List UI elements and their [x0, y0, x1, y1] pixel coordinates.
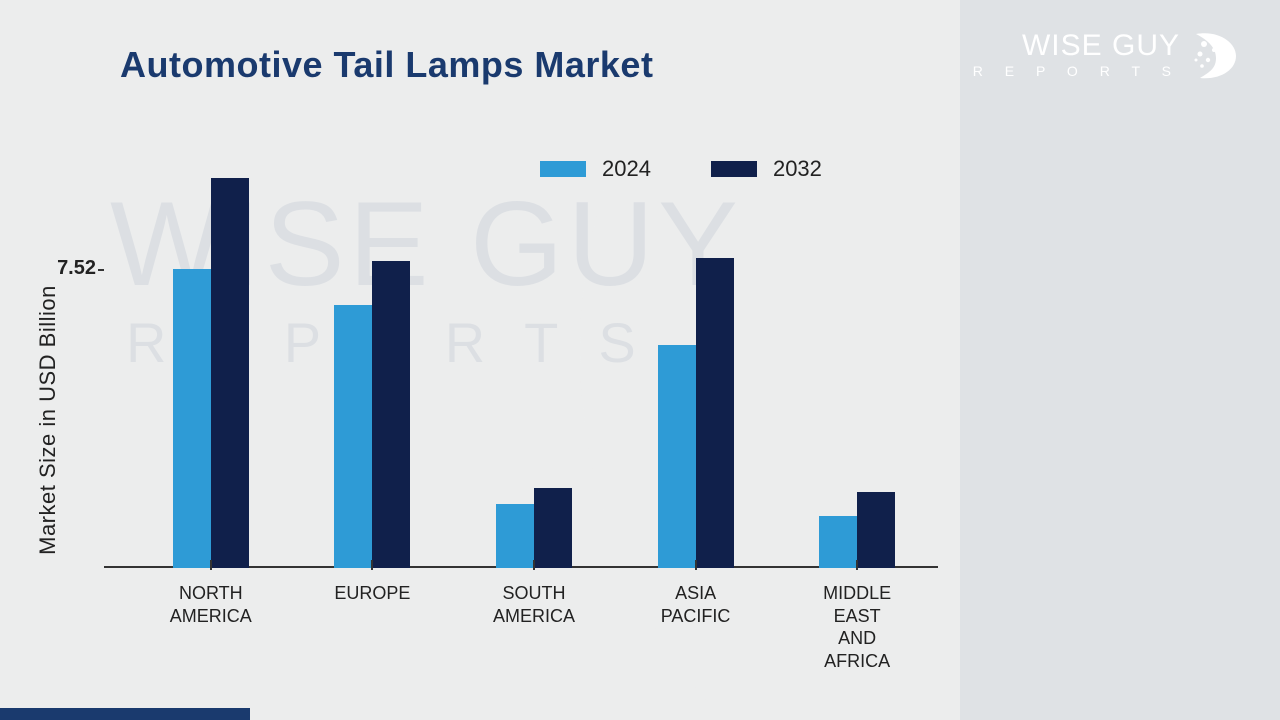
bar [534, 488, 572, 568]
category-labels: NORTH AMERICAEUROPESOUTH AMERICAASIA PAC… [130, 576, 938, 690]
bar-group [130, 150, 292, 568]
bar [173, 269, 211, 568]
page-root: WISE GUY R E P O R T S Automotive Tail L… [0, 0, 1280, 720]
logo-main-text: WISE GUY [969, 31, 1180, 61]
bar [857, 492, 895, 568]
brand-logo: WISE GUY R E P O R T S [969, 28, 1240, 82]
bar [334, 305, 372, 568]
x-tick [856, 560, 858, 570]
x-tick [210, 560, 212, 570]
logo-sub-text: R E P O R T S [969, 63, 1180, 79]
bar [819, 516, 857, 568]
bar-group [453, 150, 615, 568]
x-tick [695, 560, 697, 570]
logo-head-icon [1186, 28, 1240, 82]
y-axis-label: Market Size in USD Billion [35, 285, 61, 555]
bar-groups [130, 150, 938, 568]
x-tick [371, 560, 373, 570]
accent-bar [0, 708, 250, 720]
bar [372, 261, 410, 568]
x-tick [533, 560, 535, 570]
bar-group [615, 150, 777, 568]
bar [696, 258, 734, 569]
bar [211, 178, 249, 568]
bar-group [292, 150, 454, 568]
bar [496, 504, 534, 568]
bar-group [776, 150, 938, 568]
y-value-label: 7.52 [57, 257, 96, 280]
category-label: EUROPE [292, 576, 454, 690]
chart: Market Size in USD Billion 7.52 NORTH AM… [58, 150, 938, 690]
category-label: MIDDLE EAST AND AFRICA [776, 576, 938, 690]
bar [658, 345, 696, 568]
category-label: SOUTH AMERICA [453, 576, 615, 690]
category-label: NORTH AMERICA [130, 576, 292, 690]
y-tick [98, 269, 104, 271]
plot-area: 7.52 NORTH AMERICAEUROPESOUTH AMERICAASI… [104, 150, 938, 690]
category-label: ASIA PACIFIC [615, 576, 777, 690]
page-title: Automotive Tail Lamps Market [120, 44, 653, 86]
